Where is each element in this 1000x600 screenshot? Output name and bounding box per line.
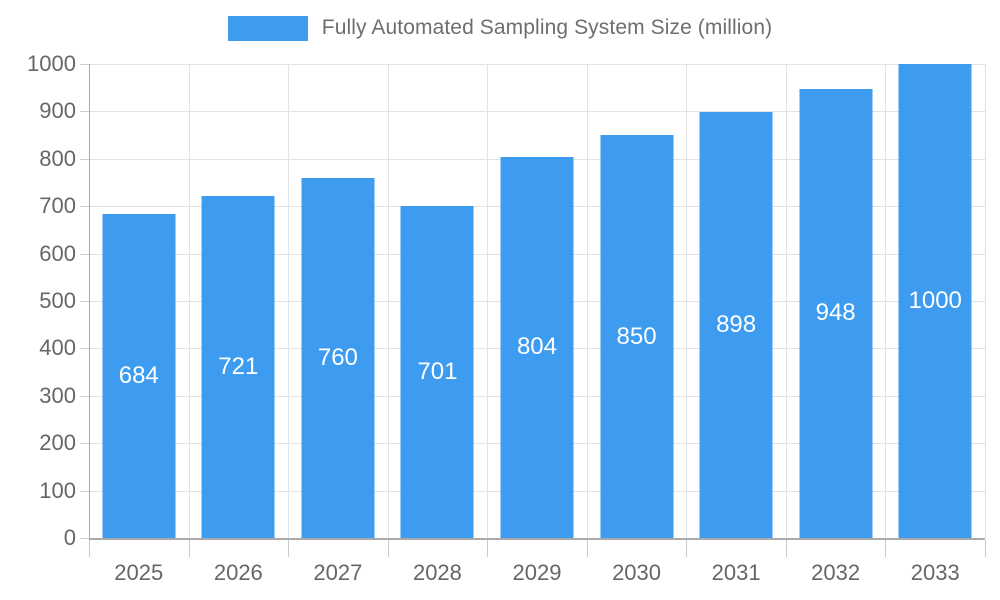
x-axis-tick-label: 2027 xyxy=(313,560,363,585)
bar-group: 850 xyxy=(587,64,687,538)
bar[interactable]: 850 xyxy=(600,135,674,538)
legend-label: Fully Automated Sampling System Size (mi… xyxy=(321,16,773,39)
bar-value-label: 701 xyxy=(417,357,458,385)
y-axis-tick-mark xyxy=(80,348,89,350)
bar[interactable]: 948 xyxy=(799,88,873,538)
x-axis-tick-mark xyxy=(885,540,886,557)
bar[interactable]: 684 xyxy=(102,213,176,538)
x-axis: 2025 2026 2027 2028 2029 2030 2031 2032 2033 xyxy=(89,538,986,600)
bar-value-label: 850 xyxy=(616,322,657,350)
x-axis-tick-mark xyxy=(587,540,588,557)
bar-value-label: 948 xyxy=(815,299,856,327)
y-axis-tick-mark xyxy=(80,395,89,397)
y-axis-tick-label: 100 xyxy=(39,477,76,503)
y-axis-tick-mark xyxy=(80,301,89,302)
bar-group: 948 xyxy=(786,64,886,538)
bar-value-label: 898 xyxy=(716,311,757,339)
y-axis-tick-label: 900 xyxy=(39,98,76,124)
bar-value-label: 760 xyxy=(317,343,358,371)
bar[interactable]: 721 xyxy=(201,196,275,538)
x-axis-tick-mark xyxy=(686,540,687,557)
bar-value-label: 1000 xyxy=(908,287,962,314)
x-axis-tick-label: 2033 xyxy=(910,560,960,585)
legend-item-series-0[interactable]: Fully Automated Sampling System Size (mi… xyxy=(227,15,773,41)
y-axis-tick-mark xyxy=(80,64,89,65)
x-axis-tick-mark xyxy=(985,540,986,557)
bar-series: 684 721 760 701 804 850 898 948 1000 xyxy=(89,64,985,538)
bar-group: 804 xyxy=(487,64,587,538)
bar-value-label: 721 xyxy=(218,353,259,381)
bar-group: 701 xyxy=(388,64,488,538)
y-axis-tick-label: 600 xyxy=(39,240,76,266)
bar-group: 760 xyxy=(288,64,388,538)
bar-group: 721 xyxy=(189,64,289,538)
y-axis-line xyxy=(89,64,90,538)
x-axis-tick-label: 2031 xyxy=(711,560,761,585)
y-axis-tick-mark xyxy=(80,443,89,445)
x-axis-tick-label: 2032 xyxy=(811,560,861,585)
x-axis-tick-mark xyxy=(786,540,787,557)
bar[interactable]: 898 xyxy=(699,112,773,538)
y-axis-tick-label: 800 xyxy=(39,145,76,171)
bar[interactable]: 701 xyxy=(400,205,474,538)
y-axis-tick-mark xyxy=(80,158,89,160)
bar[interactable]: 1000 xyxy=(898,64,972,538)
bar-value-label: 684 xyxy=(118,361,159,389)
bar-group: 898 xyxy=(686,64,786,538)
x-axis-tick-label: 2029 xyxy=(512,560,562,585)
legend-color-swatch xyxy=(227,15,308,41)
y-axis-tick-label: 300 xyxy=(39,382,76,408)
y-axis-tick-mark xyxy=(80,111,89,113)
bar-group: 1000 xyxy=(885,64,985,538)
y-axis-tick-label: 200 xyxy=(39,430,76,456)
x-axis-tick-mark xyxy=(288,540,289,557)
bar[interactable]: 760 xyxy=(301,177,375,538)
chart-legend: Fully Automated Sampling System Size (mi… xyxy=(0,0,1000,56)
x-axis-tick-label: 2025 xyxy=(114,560,164,585)
bar-value-label: 804 xyxy=(516,333,557,361)
y-axis-tick-label: 500 xyxy=(39,288,76,313)
y-axis-tick-label: 700 xyxy=(39,193,76,219)
plot-area: 684 721 760 701 804 850 898 948 1000 xyxy=(89,64,986,539)
x-axis-tick-mark xyxy=(89,540,90,557)
x-axis-tick-label: 2026 xyxy=(213,560,263,585)
y-axis-tick-mark xyxy=(80,253,89,255)
x-axis-tick-mark xyxy=(388,540,389,557)
gridline-vertical xyxy=(985,64,986,538)
y-axis-tick-mark xyxy=(80,490,89,492)
x-axis-tick-mark xyxy=(487,540,488,557)
y-axis-tick-label: 400 xyxy=(39,335,76,361)
x-axis-line xyxy=(89,538,985,540)
bar[interactable]: 804 xyxy=(500,156,574,538)
y-axis-tick-label: 0 xyxy=(63,525,76,550)
x-axis-tick-label: 2028 xyxy=(412,560,462,585)
y-axis-tick-mark xyxy=(80,538,89,539)
x-axis-tick-mark xyxy=(189,540,190,557)
bar-group: 684 xyxy=(89,64,189,538)
x-axis-tick-label: 2030 xyxy=(612,560,662,585)
y-axis-tick-mark xyxy=(80,206,89,208)
